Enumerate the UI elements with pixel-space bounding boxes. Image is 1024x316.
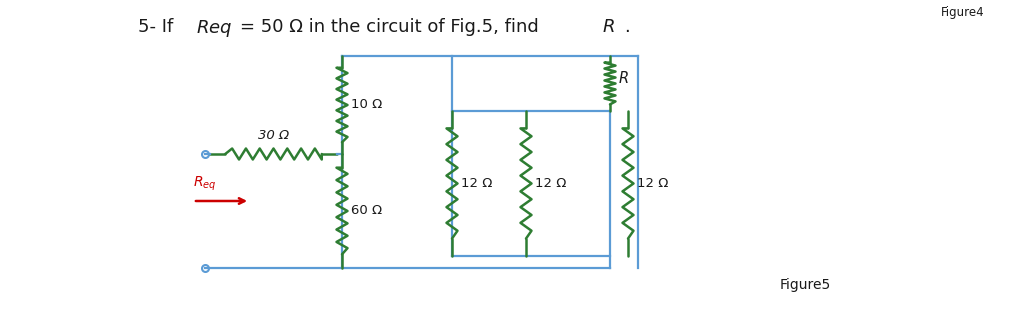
Text: $R_{eq}$: $R_{eq}$: [193, 175, 216, 193]
Text: 30 Ω: 30 Ω: [258, 129, 289, 142]
Text: 12 Ω: 12 Ω: [461, 177, 493, 190]
Text: = 50 Ω in the circuit of Fig.5, find: = 50 Ω in the circuit of Fig.5, find: [240, 18, 545, 36]
Text: Figure4: Figure4: [941, 6, 985, 19]
Text: $R$: $R$: [602, 18, 614, 36]
Text: .: .: [624, 18, 630, 36]
Text: 12 Ω: 12 Ω: [637, 177, 669, 190]
Text: 5- If: 5- If: [138, 18, 179, 36]
Text: Figure5: Figure5: [780, 278, 831, 292]
Text: 10 Ω: 10 Ω: [351, 99, 382, 112]
Text: R: R: [618, 71, 629, 86]
Text: $Req$: $Req$: [196, 18, 232, 39]
Text: 60 Ω: 60 Ω: [351, 204, 382, 217]
Text: 12 Ω: 12 Ω: [535, 177, 566, 190]
